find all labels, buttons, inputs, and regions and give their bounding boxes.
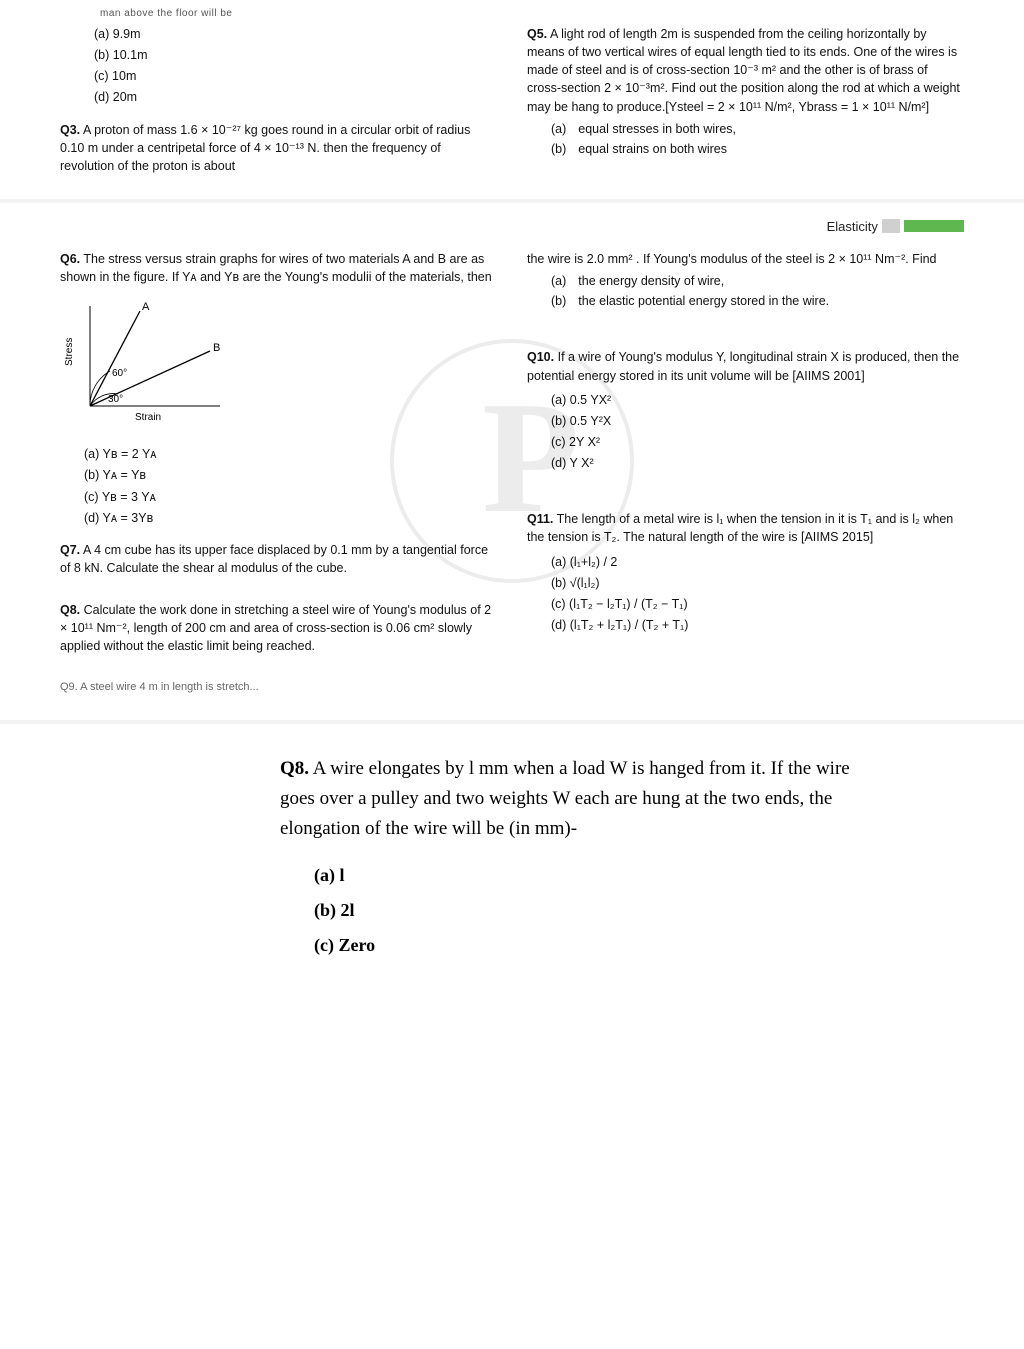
- mid-left-col: Q6. The stress versus strain graphs for …: [60, 244, 497, 696]
- q10-opt-b: (b) 0.5 Y²X: [551, 412, 964, 430]
- q11-opt-b: (b) √(l₁l₂): [551, 574, 964, 592]
- elasticity-page-badge: 2: [882, 219, 900, 233]
- q8l-opt-b: (b) 2l: [314, 900, 884, 921]
- q6-opt-d: (d) Yᴀ = 3Yʙ: [84, 509, 497, 527]
- graph-x-label: Strain: [135, 412, 161, 423]
- q6-opt-c: (c) Yʙ = 3 Yᴀ: [84, 488, 497, 506]
- q10-opt-d: (d) Y X²: [551, 454, 964, 472]
- graph-line-b: B: [213, 342, 220, 354]
- top-right-col: Q5. A light rod of length 2m is suspende…: [527, 19, 964, 175]
- q2-opt-b: (b) 10.1m: [94, 46, 497, 64]
- q6-text: Q6. The stress versus strain graphs for …: [60, 250, 497, 286]
- q6-options: (a) Yʙ = 2 Yᴀ (b) Yᴀ = Yʙ (c) Yʙ = 3 Yᴀ …: [84, 445, 497, 527]
- q8-text: Q8. Calculate the work done in stretchin…: [60, 601, 497, 655]
- q11-text: Q11. The length of a metal wire is l₁ wh…: [527, 510, 964, 546]
- top-left-col: (a) 9.9m (b) 10.1m (c) 10m (d) 20m Q3. A…: [60, 19, 497, 175]
- green-stripe: [904, 220, 964, 232]
- q10-options: (a) 0.5 YX² (b) 0.5 Y²X (c) 2Y X² (d) Y …: [551, 391, 964, 473]
- opt-label: (a): [551, 272, 566, 290]
- opt-label: (b): [551, 140, 566, 158]
- q2-opt-c: (c) 10m: [94, 67, 497, 85]
- q9-subopts: (a)the energy density of wire, (b)the el…: [551, 272, 964, 310]
- q8-enlarged-block: Q8. A wire elongates by l mm when a load…: [0, 724, 1024, 1020]
- page-mid: Elasticity 2 P Q6. The stress versus str…: [0, 203, 1024, 724]
- graph-y-label: Stress: [64, 338, 75, 366]
- q10-opt-a: (a) 0.5 YX²: [551, 391, 964, 409]
- opt-label: (b): [551, 292, 566, 310]
- q10-opt-c: (c) 2Y X²: [551, 433, 964, 451]
- graph-angle-30: 30°: [108, 394, 123, 405]
- q11-opt-d: (d) (l₁T₂ + l₂T₁) / (T₂ + T₁): [551, 616, 964, 634]
- q2-opt-a: (a) 9.9m: [94, 25, 497, 43]
- truncated-header: man above the floor will be: [0, 8, 1024, 19]
- page-top: man above the floor will be (a) 9.9m (b)…: [0, 0, 1024, 203]
- q5-text: Q5. A light rod of length 2m is suspende…: [527, 25, 964, 116]
- q7-text: Q7. A 4 cm cube has its upper face displ…: [60, 541, 497, 577]
- q11-options: (a) (l₁+l₂) / 2 (b) √(l₁l₂) (c) (l₁T₂ − …: [551, 553, 964, 635]
- q2-options: (a) 9.9m (b) 10.1m (c) 10m (d) 20m: [94, 25, 497, 107]
- q8l-opt-c: (c) Zero: [314, 935, 884, 956]
- q10-text: Q10. If a wire of Young's modulus Y, lon…: [527, 348, 964, 384]
- q9-fragment: Q9. A steel wire 4 m in length is stretc…: [60, 680, 497, 696]
- elasticity-label: Elasticity: [827, 219, 878, 234]
- q8l-opt-a: (a) l: [314, 865, 884, 886]
- q6-graph: A B 60° 30° Stress Strain: [60, 296, 230, 426]
- opt-label: (a): [551, 120, 566, 138]
- q8-large-options: (a) l (b) 2l (c) Zero: [314, 865, 884, 956]
- q11-opt-c: (c) (l₁T₂ − l₂T₁) / (T₂ − T₁): [551, 595, 964, 613]
- q6-opt-a: (a) Yʙ = 2 Yᴀ: [84, 445, 497, 463]
- q8-large-text: Q8. A wire elongates by l mm when a load…: [280, 754, 884, 845]
- q5-subopts: (a)equal stresses in both wires, (b)equa…: [551, 120, 964, 158]
- q2-opt-d: (d) 20m: [94, 88, 497, 106]
- q9-cont: the wire is 2.0 mm² . If Young's modulus…: [527, 250, 964, 268]
- q11-opt-a: (a) (l₁+l₂) / 2: [551, 553, 964, 571]
- mid-right-col: the wire is 2.0 mm² . If Young's modulus…: [527, 244, 964, 696]
- q6-opt-b: (b) Yᴀ = Yʙ: [84, 466, 497, 484]
- elasticity-header: Elasticity 2: [0, 219, 1024, 244]
- q3-text: Q3. A proton of mass 1.6 × 10⁻²⁷ kg goes…: [60, 121, 497, 175]
- graph-angle-60: 60°: [112, 368, 127, 379]
- graph-line-a: A: [142, 301, 150, 313]
